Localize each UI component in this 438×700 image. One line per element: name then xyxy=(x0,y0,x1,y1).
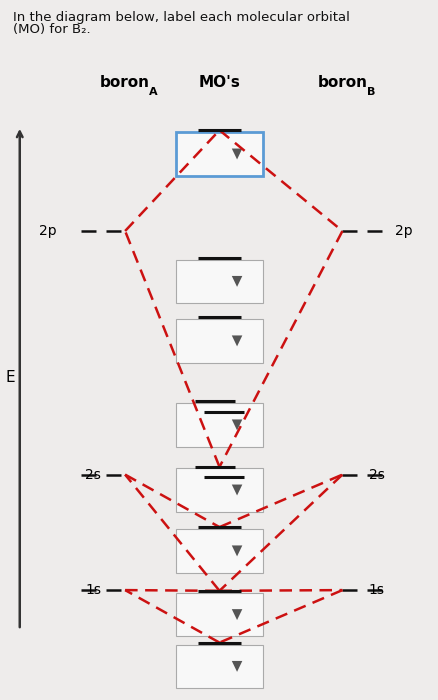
FancyBboxPatch shape xyxy=(175,319,263,363)
Text: (MO) for B₂.: (MO) for B₂. xyxy=(13,23,91,36)
Text: boron: boron xyxy=(100,75,150,90)
Polygon shape xyxy=(231,335,242,346)
Text: 2p: 2p xyxy=(394,224,412,238)
FancyBboxPatch shape xyxy=(175,593,263,636)
Text: E: E xyxy=(6,370,15,386)
Polygon shape xyxy=(231,484,242,496)
Text: boron: boron xyxy=(317,75,367,90)
FancyBboxPatch shape xyxy=(175,468,263,512)
Text: A: A xyxy=(149,87,158,97)
Text: 1s: 1s xyxy=(85,583,101,597)
Text: 2s: 2s xyxy=(85,468,101,482)
Text: MO's: MO's xyxy=(198,75,240,90)
Text: 1s: 1s xyxy=(368,583,384,597)
FancyBboxPatch shape xyxy=(175,645,263,688)
Polygon shape xyxy=(231,148,242,160)
Text: 2s: 2s xyxy=(368,468,384,482)
FancyBboxPatch shape xyxy=(175,403,263,447)
FancyBboxPatch shape xyxy=(175,529,263,573)
Text: In the diagram below, label each molecular orbital: In the diagram below, label each molecul… xyxy=(13,11,349,25)
Polygon shape xyxy=(231,276,242,287)
Polygon shape xyxy=(231,609,242,620)
Polygon shape xyxy=(231,419,242,430)
FancyBboxPatch shape xyxy=(175,132,263,176)
Polygon shape xyxy=(231,545,242,557)
Text: 2p: 2p xyxy=(39,224,57,238)
Polygon shape xyxy=(231,661,242,672)
FancyBboxPatch shape xyxy=(175,260,263,303)
Text: B: B xyxy=(366,87,374,97)
